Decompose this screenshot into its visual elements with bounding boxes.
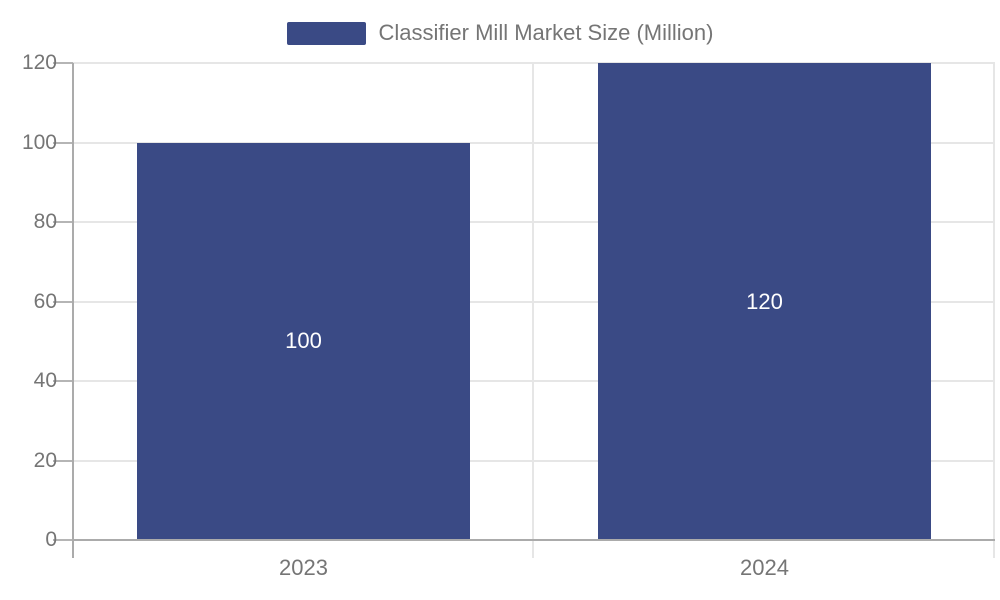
y-tick-mark-60 (53, 300, 73, 303)
bar-2024[interactable] (598, 63, 931, 540)
gridline-x-boundary-1 (532, 63, 534, 558)
y-tick-label-0: 0 (45, 528, 57, 551)
gridline-x-boundary-2 (993, 63, 995, 558)
gridline-y-20 (73, 459, 995, 462)
y-tick-mark-100 (53, 141, 73, 144)
y-tick-label-20: 20 (33, 448, 57, 472)
y-tick-label-60: 60 (33, 289, 57, 313)
legend[interactable]: Classifier Mill Market Size (Million) (0, 20, 1000, 46)
legend-label: Classifier Mill Market Size (Million) (378, 20, 714, 45)
bar-2023[interactable] (137, 142, 470, 540)
gridline-y-60 (73, 300, 995, 303)
legend-swatch-icon (286, 21, 366, 45)
y-tick-label-40: 40 (33, 369, 57, 392)
y-tick-label-120: 120 (21, 51, 57, 74)
gridline-y-80 (73, 221, 995, 223)
gridline-y-40 (73, 380, 995, 382)
y-axis-line (72, 63, 74, 558)
x-tick-label-2023: 2023 (279, 555, 328, 580)
y-tick-mark-40 (53, 380, 73, 382)
y-tick-mark-120 (53, 62, 73, 64)
y-tick-mark-20 (53, 459, 73, 462)
x-axis-line (73, 539, 995, 541)
x-tick-label-2024: 2024 (740, 555, 789, 580)
y-tick-label-100: 100 (21, 130, 57, 154)
gridline-y-120 (73, 62, 995, 64)
y-tick-mark-80 (53, 221, 73, 223)
y-tick-label-80: 80 (33, 210, 57, 233)
y-tick-mark-0 (53, 539, 73, 541)
gridline-y-100 (73, 141, 995, 144)
